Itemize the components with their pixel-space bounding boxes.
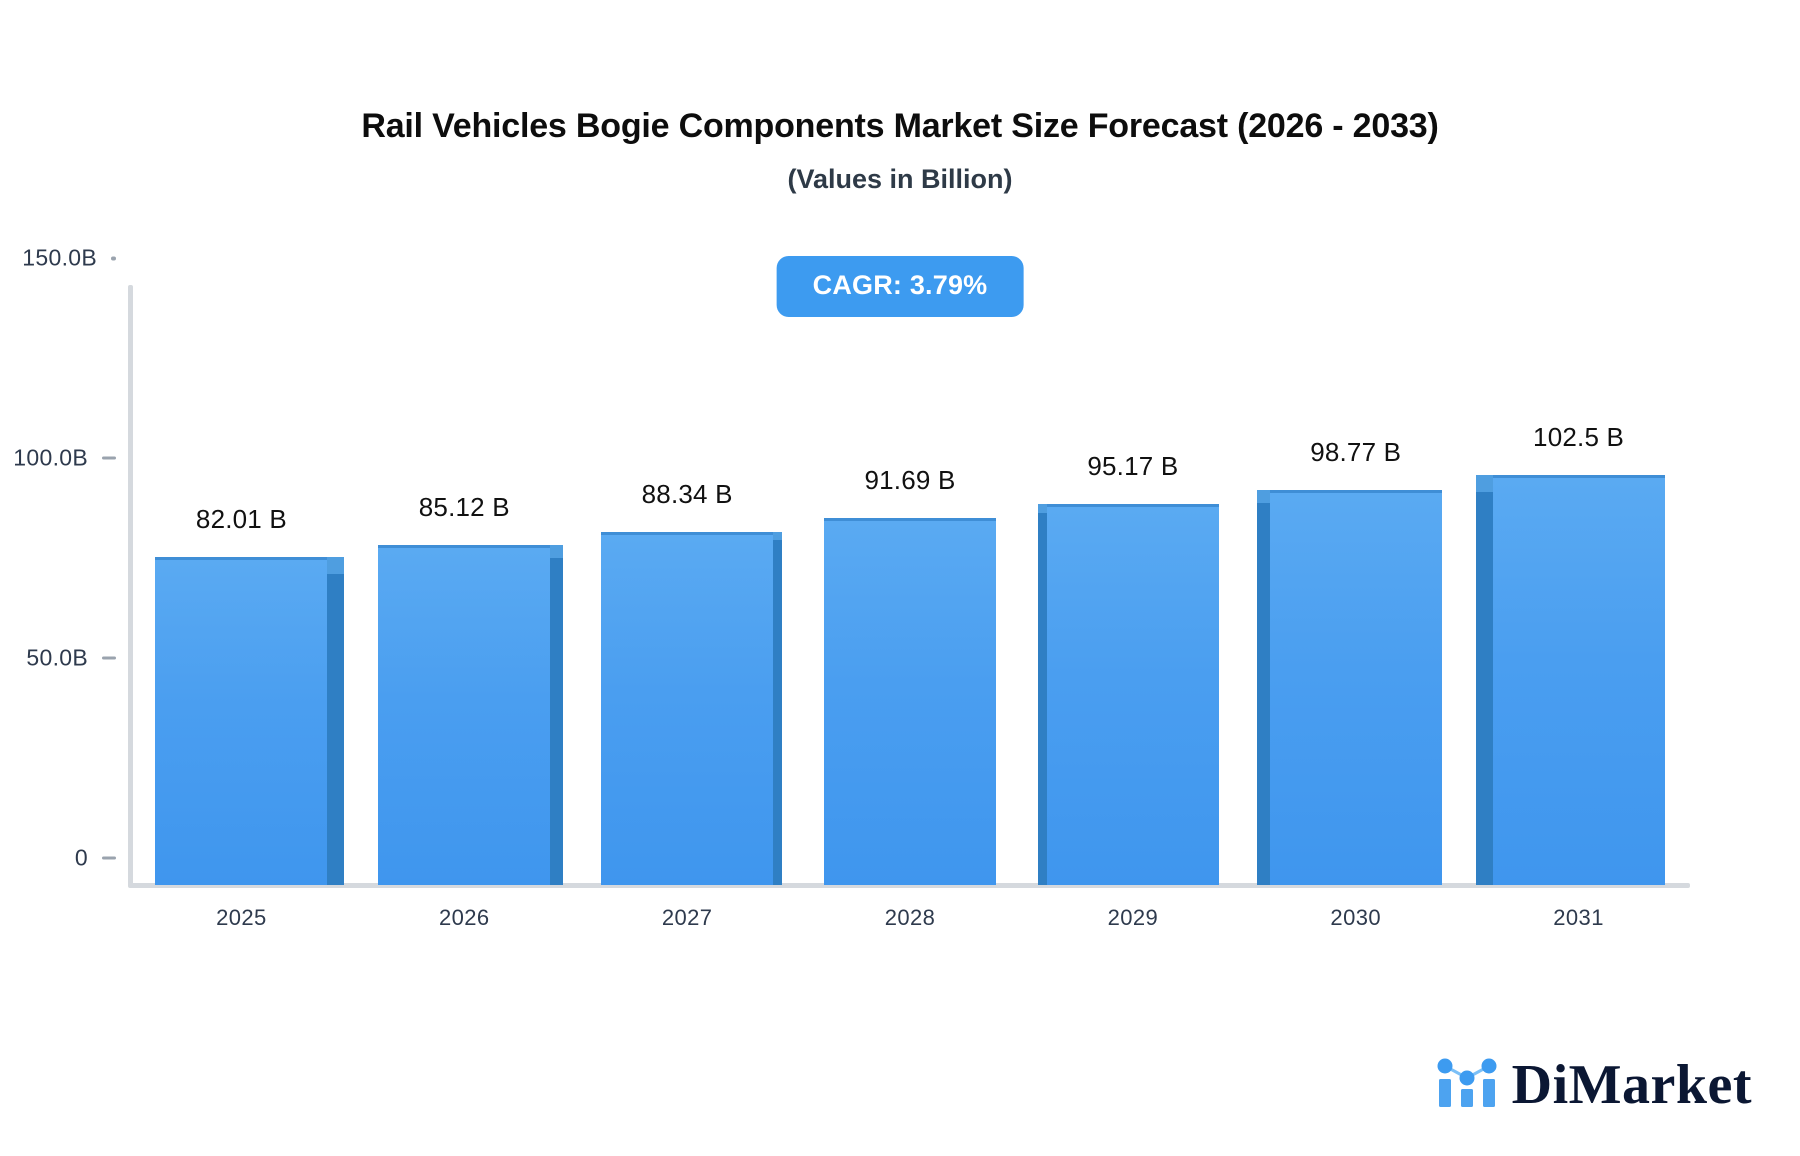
bar-front-face	[1269, 489, 1442, 885]
x-axis-label-2029: 2029	[1107, 905, 1159, 930]
bar-chart-logo-icon	[1436, 1055, 1498, 1114]
bar-2028[interactable]: 91.69 B	[824, 465, 996, 885]
bar-front-face	[1046, 504, 1219, 885]
x-axis-label-2031: 2031	[1553, 905, 1604, 930]
bar-front-face	[378, 544, 551, 885]
dimarket-logo: DiMarket	[1436, 1055, 1752, 1114]
x-axis-label-2026: 2026	[439, 905, 490, 930]
bar-2027[interactable]: 88.34 B	[601, 479, 782, 885]
bar-value-label: 88.34 B	[641, 478, 733, 509]
bar-front-face	[1492, 475, 1665, 885]
bar-value-label: 98.77 B	[1310, 436, 1402, 467]
bar-value-label: 91.69 B	[864, 465, 956, 496]
y-axis-tick-mark	[102, 656, 116, 660]
bars-layer: 82.01 B 85.12 B 88.34 B 91.69 B 95.17 B 98.77…	[130, 285, 1690, 885]
chart-subtitle: (Values in Billion)	[787, 163, 1013, 194]
bar-top-face	[1038, 504, 1047, 513]
bar-top-face	[1475, 475, 1493, 492]
x-axis-label-2027: 2027	[661, 905, 713, 930]
bar-side-face	[550, 557, 564, 885]
y-axis-tick-label: 0	[74, 844, 88, 871]
x-axis-labels: 2025 2026 2027 2028 2029 2030 2031	[130, 905, 1690, 945]
bar-top-face	[327, 556, 345, 574]
x-axis-label-2028: 2028	[884, 905, 936, 930]
bar-value-label: 102.5 B	[1533, 422, 1625, 452]
y-axis-tick: 150.0B	[22, 245, 130, 272]
y-axis-tick-mark	[111, 256, 116, 260]
y-axis-tick: 0	[75, 845, 130, 872]
bar-2025[interactable]: 82.01 B	[155, 504, 345, 885]
bar-2031[interactable]: 102.5 B	[1475, 422, 1665, 885]
x-axis-label-2030: 2030	[1330, 905, 1381, 930]
bar-side-face	[327, 573, 345, 885]
logo-text: DiMarket	[1511, 1053, 1752, 1116]
bar-value-label: 82.01 B	[195, 503, 287, 534]
cagr-badge: CAGR: 3.79%	[776, 256, 1024, 317]
bar-top-face	[550, 544, 564, 558]
y-axis-tick-label: 50.0B	[26, 644, 88, 671]
bar-front-face	[601, 531, 774, 885]
bar-front-face	[824, 518, 996, 885]
bar-top-face	[1256, 489, 1270, 503]
plot-area: 0 50.0B 100.0B 150.0B 82.01 B 85.12 B 88.34 B…	[13, 245, 1690, 888]
x-axis-label-2025: 2025	[216, 905, 267, 930]
chart-title: Rail Vehicles Bogie Components Market Si…	[361, 107, 1439, 145]
bar-side-face	[1475, 492, 1493, 885]
y-axis-tick: 50.0B	[26, 645, 130, 672]
y-axis-tick-label: 150.0B	[22, 244, 97, 271]
bar-2029[interactable]: 95.17 B	[1038, 451, 1219, 885]
bar-side-face	[773, 540, 782, 885]
title-block: Rail Vehicles Bogie Components Market Si…	[0, 106, 1800, 195]
y-axis-line	[128, 285, 133, 887]
y-axis-tick-mark	[102, 456, 116, 460]
x-axis-line	[128, 883, 1690, 888]
bar-value-label: 95.17 B	[1087, 451, 1179, 482]
bar-2026[interactable]: 85.12 B	[378, 492, 564, 885]
bar-value-label: 85.12 B	[418, 491, 510, 522]
y-axis-tick: 100.0B	[13, 445, 130, 472]
bar-side-face	[1256, 502, 1270, 885]
y-axis-tick-mark	[102, 856, 116, 860]
bar-front-face	[155, 556, 328, 885]
y-axis-tick-label: 100.0B	[13, 444, 88, 471]
bar-top-face	[773, 531, 782, 541]
bar-side-face	[1038, 512, 1047, 885]
bar-2030[interactable]: 98.77 B	[1256, 437, 1442, 885]
